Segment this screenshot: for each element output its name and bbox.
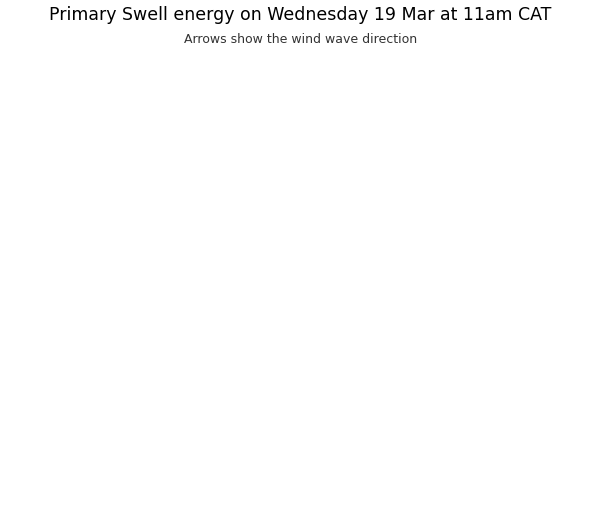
Text: Arrows show the wind wave direction: Arrows show the wind wave direction xyxy=(184,33,417,47)
Text: cartopy required: cartopy required xyxy=(243,273,358,287)
Text: Primary Swell energy on Wednesday 19 Mar at 11am CAT: Primary Swell energy on Wednesday 19 Mar… xyxy=(49,6,552,24)
